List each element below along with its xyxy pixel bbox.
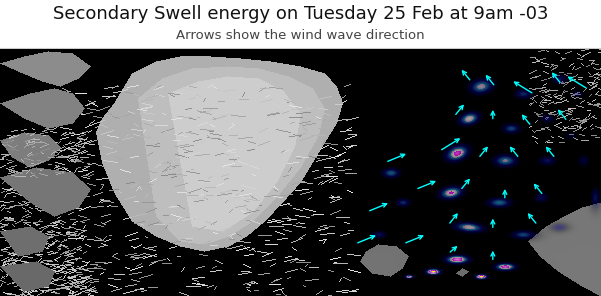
Text: Arrows show the wind wave direction: Arrows show the wind wave direction bbox=[176, 29, 425, 42]
Text: Secondary Swell energy on Tuesday 25 Feb at 9am -03: Secondary Swell energy on Tuesday 25 Feb… bbox=[53, 5, 548, 23]
